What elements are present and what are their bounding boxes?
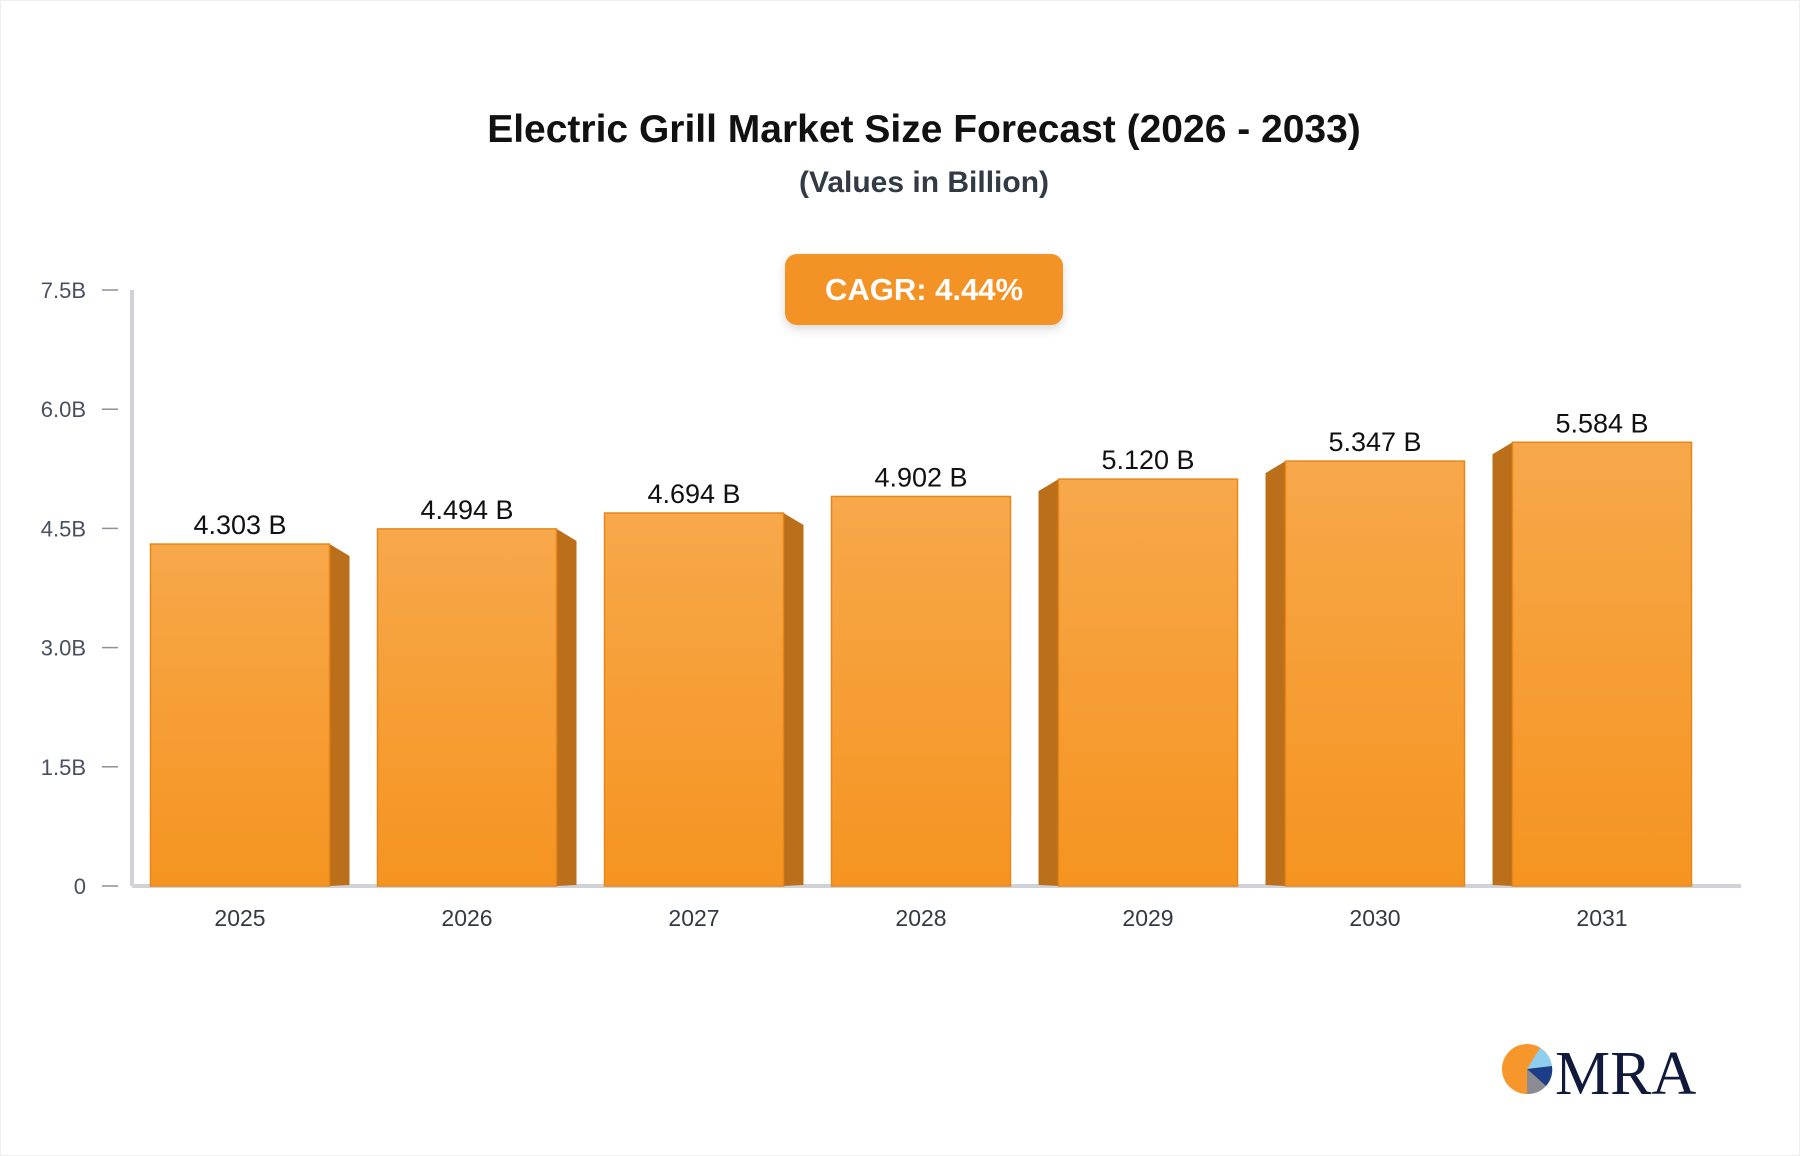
bar (1284, 460, 1466, 887)
logo-text: MRA (1555, 1040, 1696, 1102)
bar-side (329, 544, 350, 886)
bar-side (1038, 479, 1059, 886)
chart-subtitle: (Values in Billion) (798, 166, 1050, 199)
y-tick-label: 7.5B (41, 278, 86, 303)
data-label: 4.303 B (193, 510, 286, 540)
bar (1057, 478, 1239, 887)
y-tick-label: 0 (74, 874, 86, 899)
x-tick-label: 2027 (668, 905, 719, 931)
x-tick-label: 2025 (214, 905, 265, 931)
data-label: 5.120 B (1101, 445, 1194, 475)
data-label: 4.494 B (420, 495, 513, 525)
bar-side (783, 512, 804, 886)
bar (603, 512, 785, 887)
y-tick-label: 3.0B (41, 636, 86, 661)
x-tick-label: 2026 (441, 905, 492, 931)
data-label: 4.694 B (647, 479, 740, 509)
bar (376, 528, 558, 887)
bar-side (556, 528, 577, 886)
x-tick-label: 2031 (1576, 905, 1627, 931)
x-tick-label: 2028 (895, 905, 946, 931)
bar (149, 543, 331, 887)
data-label: 4.902 B (874, 462, 967, 492)
chart-title: Electric Grill Market Size Forecast (202… (487, 108, 1361, 151)
mra-logo: MRA (1502, 1040, 1696, 1102)
data-label: 5.584 B (1555, 408, 1648, 438)
cagr-badge: CAGR: 4.44% (785, 254, 1063, 325)
x-tick-label: 2029 (1122, 905, 1173, 931)
y-tick-label: 4.5B (41, 516, 86, 541)
bar-side (1265, 461, 1286, 886)
bar-side (1492, 442, 1513, 886)
y-tick-label: 6.0B (41, 397, 86, 422)
data-label: 5.347 B (1328, 427, 1421, 457)
y-tick-label: 1.5B (41, 755, 86, 780)
bar (830, 495, 1012, 887)
x-tick-label: 2030 (1349, 905, 1400, 931)
bar (1511, 441, 1693, 887)
